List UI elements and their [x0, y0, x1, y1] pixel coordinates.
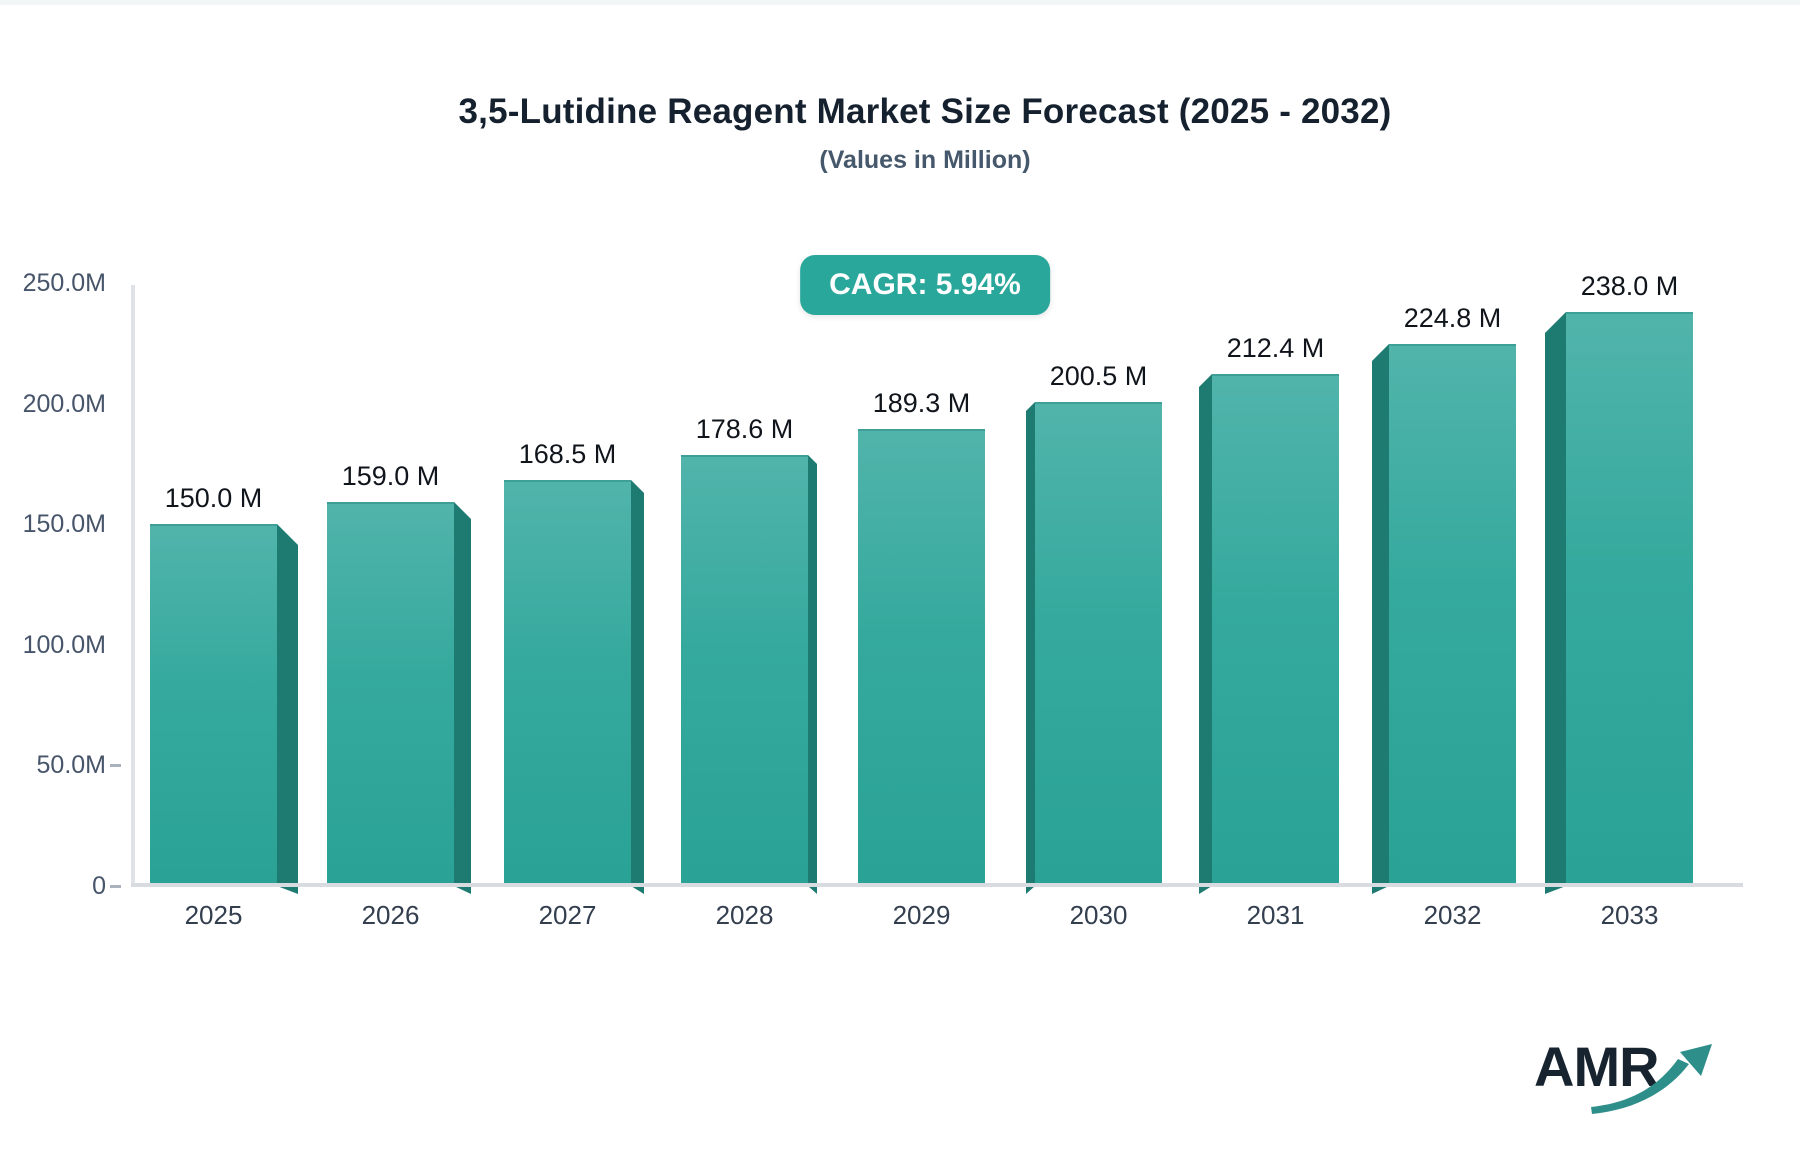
bar-3d-side-left: [1372, 344, 1389, 894]
bar-value-label: 200.5 M: [1049, 361, 1148, 391]
x-axis-category-label: 2025: [184, 900, 243, 930]
bar-2026: [327, 502, 454, 886]
x-axis-category-label: 2029: [892, 900, 951, 930]
bar-value-label: 168.5 M: [518, 439, 617, 469]
amr-logo: AMR: [1528, 1028, 1728, 1123]
bar-2033: [1566, 312, 1693, 886]
x-axis-category-label: 2027: [538, 900, 597, 930]
bar-2031: [1212, 374, 1339, 886]
x-axis-category-label: 2033: [1600, 900, 1659, 930]
bar-2028: [681, 455, 808, 886]
y-axis-tick-label: 50.0M: [36, 751, 106, 780]
bar-value-label: 159.0 M: [341, 461, 440, 491]
y-axis-tick-label: 0: [92, 872, 106, 900]
bar-2027: [504, 480, 631, 886]
bar-2029: [858, 429, 985, 886]
y-axis-tick-label: 150.0M: [22, 510, 106, 539]
bar-2030: [1035, 402, 1162, 886]
y-axis-tick-label: 200.0M: [22, 389, 106, 418]
cagr-badge: CAGR: 5.94%: [800, 255, 1050, 315]
growth-arrow-icon: [1591, 1044, 1712, 1114]
x-axis-baseline: [131, 883, 1743, 887]
y-axis-tick-label: 250.0M: [22, 269, 106, 297]
x-axis-category-label: 2026: [361, 900, 420, 930]
amr-logo-text: AMR: [1534, 1035, 1660, 1098]
bar-2025: [150, 524, 277, 886]
bar-3d-side-left: [1199, 374, 1212, 894]
bar-value-label: 224.8 M: [1403, 303, 1502, 333]
y-axis-line: [131, 285, 135, 886]
bar-2032: [1389, 344, 1516, 886]
x-axis-category-label: 2032: [1423, 900, 1482, 930]
bar-3d-side-right: [277, 524, 298, 894]
chart-subtitle: (Values in Million): [819, 146, 1031, 174]
bar-3d-side-left: [1026, 402, 1035, 894]
y-axis-tick-mark: [110, 764, 121, 768]
chart-title: 3,5-Lutidine Reagent Market Size Forecas…: [458, 92, 1392, 131]
bar-value-label: 150.0 M: [164, 483, 263, 513]
bar-3d-side-left: [1545, 312, 1566, 894]
bar-3d-side-right: [808, 455, 817, 894]
bar-3d-side-right: [454, 502, 471, 894]
y-axis-tick-label: 100.0M: [22, 630, 106, 659]
chart-header: 3,5-Lutidine Reagent Market Size Forecas…: [50, 0, 1800, 175]
page-top-edge: [0, 0, 1800, 5]
bar-value-label: 189.3 M: [872, 388, 971, 418]
bar-value-label: 212.4 M: [1226, 333, 1325, 363]
bar-value-label: 178.6 M: [695, 414, 794, 444]
x-axis-category-label: 2030: [1069, 900, 1128, 930]
x-axis-category-label: 2028: [715, 900, 774, 930]
x-axis-category-label: 2031: [1246, 900, 1305, 930]
y-axis-tick-mark: [110, 885, 121, 888]
bar-value-label: 238.0 M: [1580, 271, 1679, 301]
bar-3d-side-right: [631, 480, 644, 894]
